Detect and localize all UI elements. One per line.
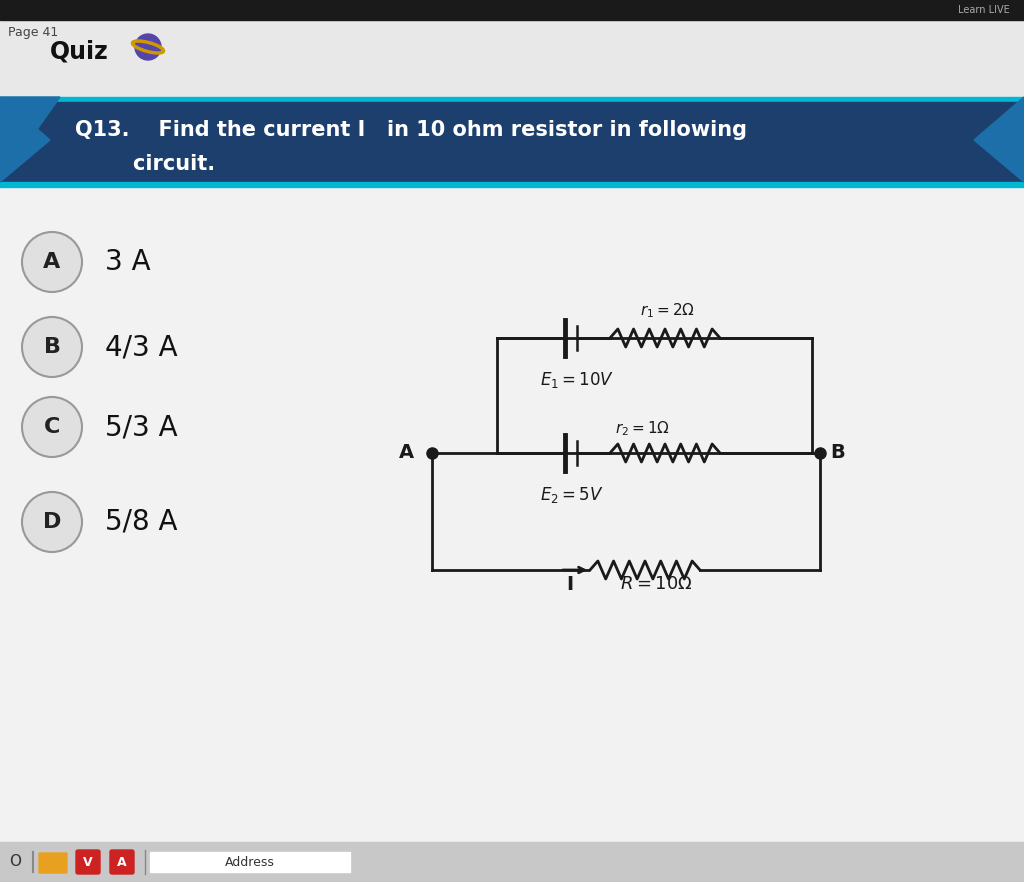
Circle shape <box>22 317 82 377</box>
Text: C: C <box>44 417 60 437</box>
Bar <box>0 842 1024 882</box>
Circle shape <box>135 34 161 60</box>
Text: Quiz: Quiz <box>50 40 109 64</box>
Text: A: A <box>117 856 127 869</box>
Text: Page 41: Page 41 <box>8 26 58 39</box>
FancyBboxPatch shape <box>39 853 67 873</box>
Text: Learn LIVE: Learn LIVE <box>958 5 1010 15</box>
Text: 4/3 A: 4/3 A <box>105 333 177 361</box>
Bar <box>0 182 1024 187</box>
Text: $E_2=5V$: $E_2=5V$ <box>540 485 604 505</box>
Text: circuit.: circuit. <box>75 154 215 174</box>
Text: Address: Address <box>225 856 274 869</box>
Polygon shape <box>0 97 60 182</box>
Text: D: D <box>43 512 61 532</box>
Circle shape <box>22 232 82 292</box>
Text: $R=10\Omega$: $R=10\Omega$ <box>620 575 692 593</box>
Text: B: B <box>830 444 845 462</box>
Bar <box>0 187 1024 842</box>
Text: 3 A: 3 A <box>105 248 151 276</box>
Text: A: A <box>43 252 60 272</box>
Text: 5/8 A: 5/8 A <box>105 508 177 536</box>
Polygon shape <box>974 97 1024 182</box>
Text: Q13.    Find the current I   in 10 ohm resistor in following: Q13. Find the current I in 10 ohm resist… <box>75 120 746 140</box>
Circle shape <box>22 397 82 457</box>
Polygon shape <box>0 97 50 182</box>
Circle shape <box>22 492 82 552</box>
Text: A: A <box>399 444 414 462</box>
Text: $E_1=10V$: $E_1=10V$ <box>540 370 614 390</box>
Text: $r_1=2\Omega$: $r_1=2\Omega$ <box>640 302 695 320</box>
FancyBboxPatch shape <box>110 850 134 874</box>
Bar <box>0 102 1024 182</box>
Text: O: O <box>9 855 22 870</box>
Text: $r_2=1\Omega$: $r_2=1\Omega$ <box>615 419 670 438</box>
FancyBboxPatch shape <box>76 850 100 874</box>
Bar <box>150 852 350 872</box>
Text: V: V <box>83 856 93 869</box>
Bar <box>0 97 1024 102</box>
Text: 5/3 A: 5/3 A <box>105 413 177 441</box>
Text: B: B <box>43 337 60 357</box>
Text: I: I <box>566 575 573 594</box>
Bar <box>0 0 1024 20</box>
